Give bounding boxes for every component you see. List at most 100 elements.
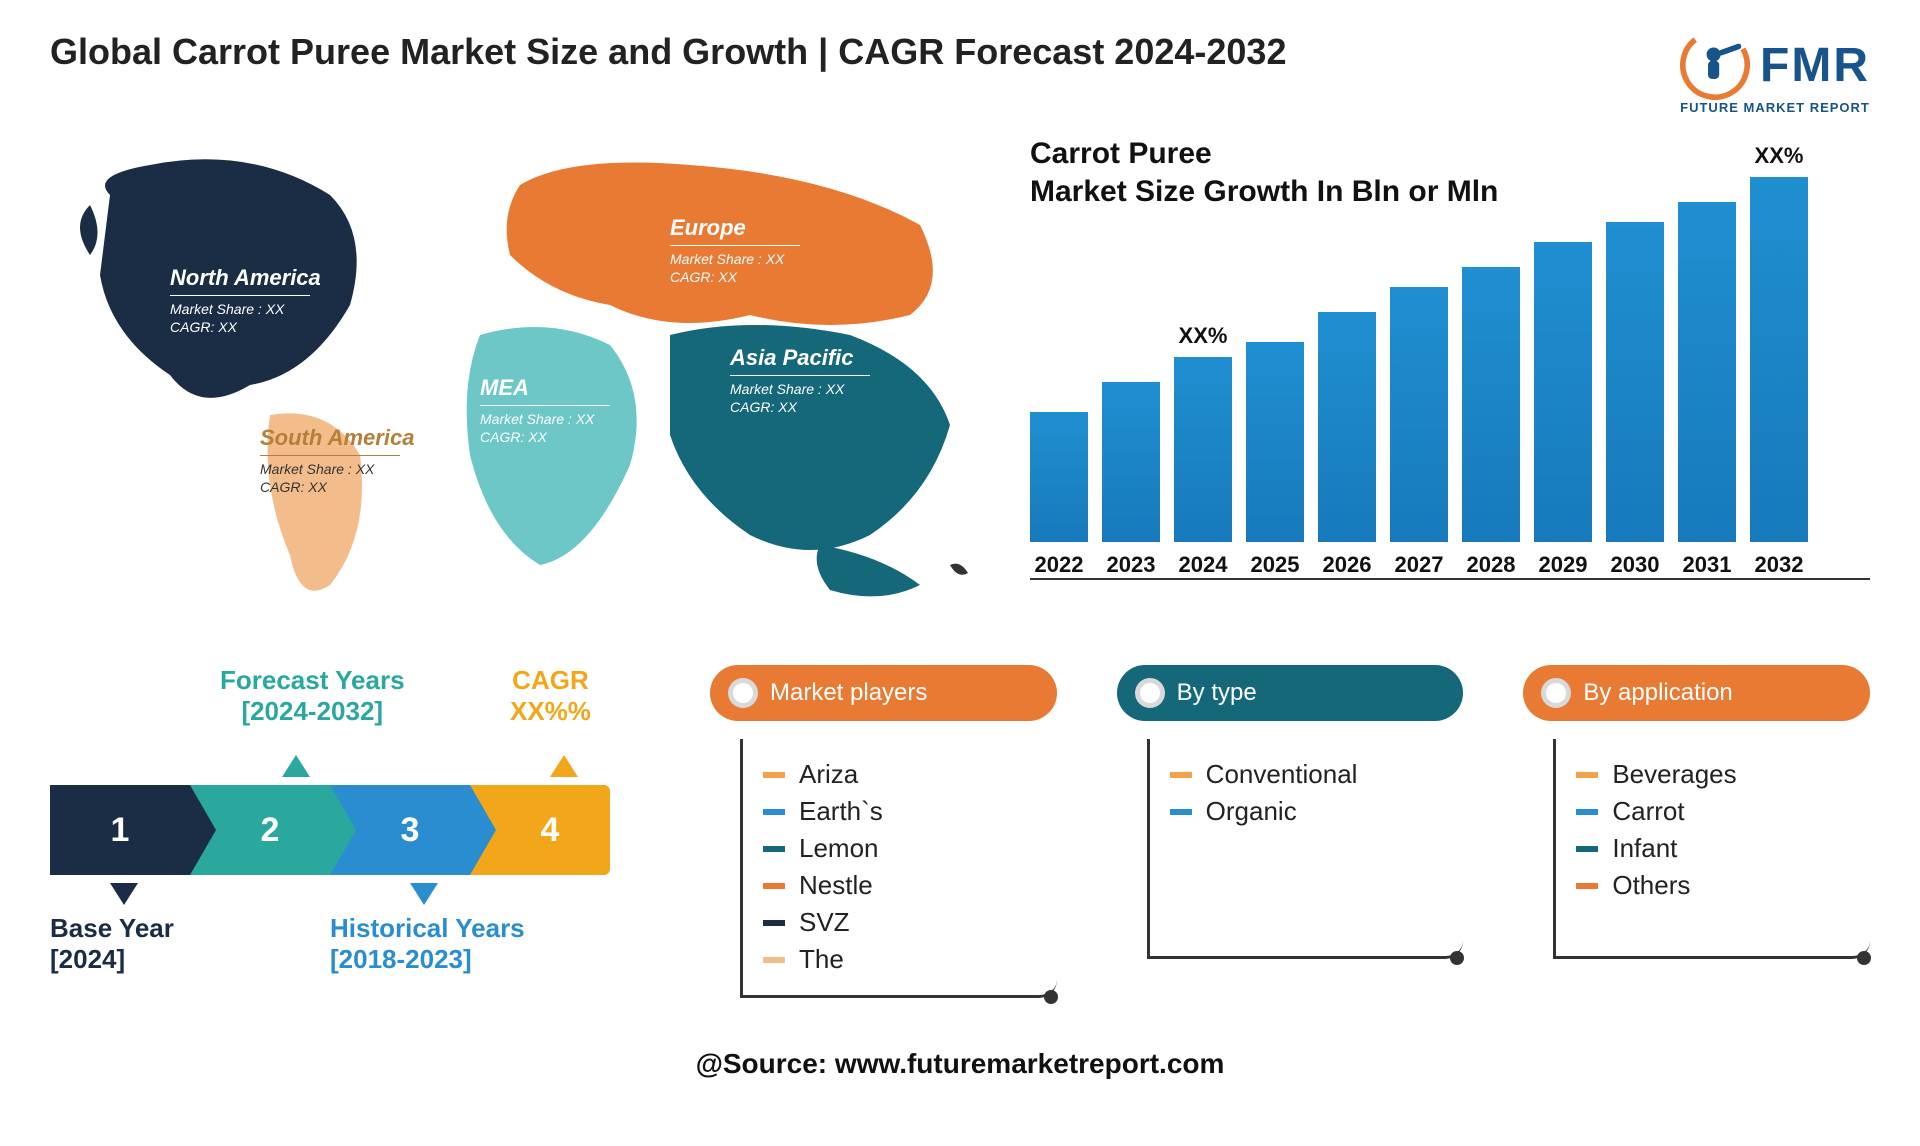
logo-subtext: FUTURE MARKET REPORT bbox=[1680, 100, 1870, 115]
forecast-value: [2024-2032] bbox=[220, 696, 405, 727]
list-item: Ariza bbox=[763, 759, 1027, 790]
triangle-down-icon bbox=[110, 883, 138, 905]
pill-header: By application bbox=[1523, 665, 1870, 721]
timeline: Forecast Years [2024-2032] CAGR XX%% 1 2… bbox=[50, 665, 650, 875]
bar bbox=[1678, 202, 1736, 542]
bar-year-label: 2028 bbox=[1467, 552, 1516, 578]
bar-2026: 2026 bbox=[1318, 312, 1376, 578]
page-title: Global Carrot Puree Market Size and Grow… bbox=[50, 30, 1286, 73]
base-label: Base Year bbox=[50, 913, 174, 944]
list-item-text: Organic bbox=[1206, 796, 1297, 827]
pill-group-players: Market players Ariza Earth`s Lemon Nestl… bbox=[710, 665, 1057, 998]
list-item: Others bbox=[1576, 870, 1840, 901]
region-ap-share: Market Share : XX bbox=[730, 380, 870, 398]
list-item: Carrot bbox=[1576, 796, 1840, 827]
logo-text: FMR bbox=[1760, 38, 1870, 93]
list-item-text: Beverages bbox=[1612, 759, 1736, 790]
chart-title: Carrot PureeMarket Size Growth In Bln or… bbox=[1030, 135, 1870, 210]
region-sa-cagr: CAGR: XX bbox=[260, 478, 414, 496]
list-item-text: Conventional bbox=[1206, 759, 1358, 790]
region-mea-share: Market Share : XX bbox=[480, 410, 610, 428]
bar-2023: 2023 bbox=[1102, 382, 1160, 578]
dot-icon bbox=[1541, 678, 1571, 708]
bar bbox=[1534, 242, 1592, 542]
bar-2031: 2031 bbox=[1678, 202, 1736, 578]
tick-icon bbox=[1576, 846, 1598, 852]
bar bbox=[1750, 177, 1808, 542]
bar-2032: XX% 2032 bbox=[1750, 177, 1808, 578]
tick-icon bbox=[1170, 809, 1192, 815]
region-sa-name: South America bbox=[260, 425, 414, 451]
bar-2028: 2028 bbox=[1462, 267, 1520, 578]
region-mea-name: MEA bbox=[480, 375, 610, 401]
bar-2030: 2030 bbox=[1606, 222, 1664, 578]
bar bbox=[1462, 267, 1520, 542]
list-item-text: SVZ bbox=[799, 907, 850, 938]
tick-icon bbox=[1576, 809, 1598, 815]
pill-header: Market players bbox=[710, 665, 1057, 721]
triangle-up-icon bbox=[550, 755, 578, 777]
pill-title: By type bbox=[1177, 679, 1257, 707]
region-na-name: North America bbox=[170, 265, 321, 291]
list-box: Beverages Carrot Infant Others bbox=[1553, 739, 1870, 959]
tick-icon bbox=[1576, 883, 1598, 889]
source-text: @Source: www.futuremarketreport.com bbox=[50, 1048, 1870, 1080]
forecast-label: Forecast Years bbox=[220, 665, 405, 696]
list-item-text: Others bbox=[1612, 870, 1690, 901]
bar-2024: XX% 2024 bbox=[1174, 357, 1232, 578]
historic-label: Historical Years bbox=[330, 913, 525, 944]
bar bbox=[1030, 412, 1088, 542]
list-item: Beverages bbox=[1576, 759, 1840, 790]
growth-chart: Carrot PureeMarket Size Growth In Bln or… bbox=[1030, 135, 1870, 615]
historic-value: [2018-2023] bbox=[330, 944, 525, 975]
arrow-bar: 1 2 3 4 bbox=[50, 785, 650, 875]
bar bbox=[1174, 357, 1232, 542]
bar-year-label: 2027 bbox=[1395, 552, 1444, 578]
bar bbox=[1102, 382, 1160, 542]
list-item-text: Infant bbox=[1612, 833, 1677, 864]
bar bbox=[1246, 342, 1304, 542]
tick-icon bbox=[763, 957, 785, 963]
list-item: SVZ bbox=[763, 907, 1027, 938]
list-item: Organic bbox=[1170, 796, 1434, 827]
tick-icon bbox=[1170, 772, 1192, 778]
bar bbox=[1390, 287, 1448, 542]
logo: FMR FUTURE MARKET REPORT bbox=[1680, 30, 1870, 115]
region-mea-cagr: CAGR: XX bbox=[480, 428, 610, 446]
bar-year-label: 2032 bbox=[1755, 552, 1804, 578]
bar bbox=[1606, 222, 1664, 542]
bar-year-label: 2022 bbox=[1035, 552, 1084, 578]
triangle-down-icon bbox=[410, 883, 438, 905]
dot-icon bbox=[1135, 678, 1165, 708]
bar-year-label: 2024 bbox=[1179, 552, 1228, 578]
header: Global Carrot Puree Market Size and Grow… bbox=[50, 30, 1870, 115]
bar-2029: 2029 bbox=[1534, 242, 1592, 578]
list-item: The bbox=[763, 944, 1027, 975]
bar-year-label: 2025 bbox=[1251, 552, 1300, 578]
tick-icon bbox=[763, 920, 785, 926]
triangle-up-icon bbox=[282, 755, 310, 777]
bar-2025: 2025 bbox=[1246, 342, 1304, 578]
region-eu-name: Europe bbox=[670, 215, 800, 241]
pill-group-app: By application Beverages Carrot Infant O… bbox=[1523, 665, 1870, 998]
region-eu-share: Market Share : XX bbox=[670, 250, 800, 268]
bar-year-label: 2023 bbox=[1107, 552, 1156, 578]
tick-icon bbox=[1576, 772, 1598, 778]
list-box: Ariza Earth`s Lemon Nestle SVZ The bbox=[740, 739, 1057, 998]
list-item-text: The bbox=[799, 944, 844, 975]
base-value: [2024] bbox=[50, 944, 174, 975]
region-ap-name: Asia Pacific bbox=[730, 345, 870, 371]
list-item: Lemon bbox=[763, 833, 1027, 864]
list-item-text: Ariza bbox=[799, 759, 858, 790]
bar-value-label: XX% bbox=[1179, 323, 1228, 349]
list-item: Earth`s bbox=[763, 796, 1027, 827]
bar-year-label: 2031 bbox=[1683, 552, 1732, 578]
bar-2022: 2022 bbox=[1030, 412, 1088, 578]
region-ap-cagr: CAGR: XX bbox=[730, 398, 870, 416]
list-item-text: Nestle bbox=[799, 870, 873, 901]
list-item: Infant bbox=[1576, 833, 1840, 864]
cagr-label: CAGR bbox=[510, 665, 591, 696]
seg-1: 1 bbox=[50, 785, 190, 875]
pill-group-type: By type Conventional Organic bbox=[1117, 665, 1464, 998]
tick-icon bbox=[763, 883, 785, 889]
